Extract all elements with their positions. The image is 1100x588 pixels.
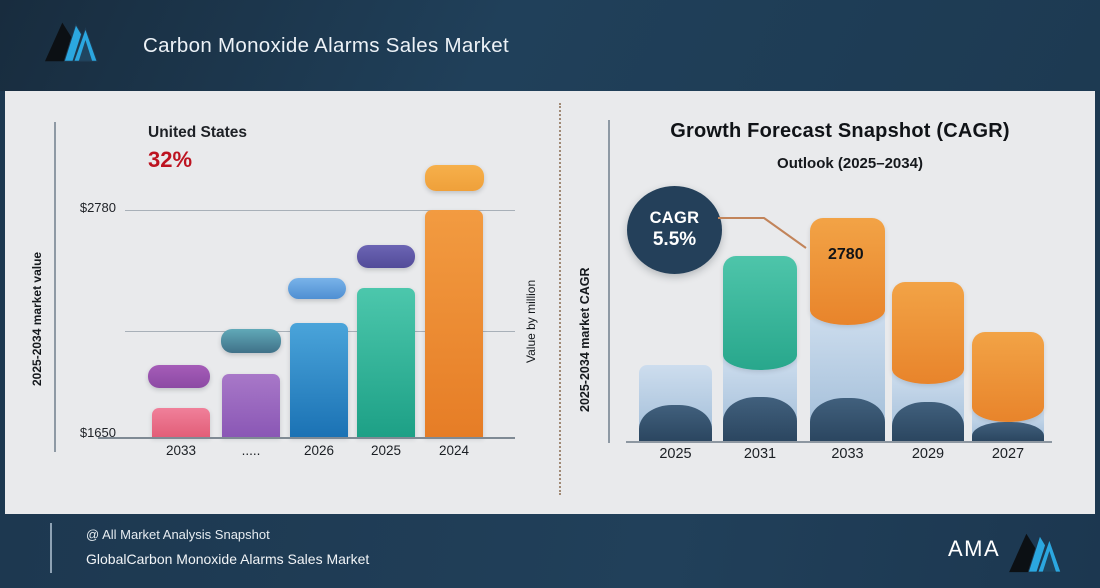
page-title: Carbon Monoxide Alarms Sales Market (143, 33, 509, 57)
left-bar-cap (425, 165, 484, 191)
cagr-badge: CAGR 5.5% (627, 186, 722, 274)
left-chart-ylabel-right: Value by million (524, 279, 538, 363)
right-chart-title: Growth Forecast Snapshot (CAGR) (670, 120, 1010, 142)
right-chart-subtitle: Outlook (2025–2034) (777, 155, 923, 172)
right-bar-segment-teal (723, 256, 797, 370)
right-chart-baseline (626, 441, 1052, 443)
right-bar-segment-navy (639, 405, 712, 441)
left-bar (222, 374, 280, 437)
panel-divider (559, 103, 561, 495)
right-x-label: 2029 (911, 446, 945, 462)
footer-ama-logo-icon (1009, 533, 1062, 573)
left-bar (425, 210, 483, 437)
left-chart-growth-value: 32% (148, 147, 193, 172)
left-chart-baseline (98, 437, 515, 439)
left-x-label: 2026 (303, 443, 335, 458)
right-bar-segment-orange (810, 218, 885, 325)
header-bar: Carbon Monoxide Alarms Sales Market (0, 0, 1100, 91)
left-x-label: 2025 (370, 443, 402, 458)
cagr-connector-line (718, 217, 807, 249)
left-chart-region-label: United States (148, 124, 248, 141)
footer-snapshot-text: @ All Market Analysis Snapshot (86, 527, 270, 542)
right-bar-segment-navy (723, 397, 797, 441)
right-x-label: 2027 (991, 446, 1025, 462)
left-bar-cap (148, 365, 210, 388)
cagr-badge-label: CAGR (649, 208, 700, 227)
left-bar (152, 408, 210, 437)
left-bar-cap (288, 278, 346, 299)
right-bar-segment-navy (810, 398, 885, 441)
left-chart-ytick-bottom: $1650 (79, 425, 116, 440)
left-chart-ytick-top: $2780 (79, 200, 116, 215)
left-bar-cap (221, 329, 281, 353)
left-x-label: 2033 (165, 443, 197, 458)
right-chart-ylabel: 2025-2034 market CAGR (578, 267, 592, 413)
left-x-label: ..... (241, 443, 261, 458)
right-x-label: 2031 (743, 446, 777, 462)
right-x-label: 2025 (659, 446, 692, 462)
right-bar-segment-navy (892, 402, 964, 441)
right-bar-segment-orange (972, 332, 1044, 422)
cagr-badge-value: 5.5% (652, 229, 697, 251)
footer-brand-text: AMA (948, 536, 1001, 561)
footer-divider (50, 523, 52, 573)
right-bar-value-label: 2780 (828, 246, 864, 263)
right-chart-y-axis (608, 120, 610, 443)
left-bar (357, 288, 415, 437)
right-bar-segment-orange (892, 282, 964, 384)
right-bar-segment-navy (972, 422, 1044, 441)
left-bar (290, 323, 348, 437)
left-bar-cap (357, 245, 415, 268)
left-chart-y-axis (54, 122, 56, 452)
left-chart-ylabel: 2025-2034 market value (30, 251, 44, 387)
left-chart-gridline-top (125, 210, 515, 211)
footer-bar: @ All Market Analysis Snapshot GlobalCar… (0, 514, 1100, 588)
ama-logo-icon (44, 22, 98, 62)
left-x-label: 2024 (438, 443, 470, 458)
footer-market-text: GlobalCarbon Monoxide Alarms Sales Marke… (86, 551, 370, 567)
right-x-label: 2033 (831, 446, 864, 462)
